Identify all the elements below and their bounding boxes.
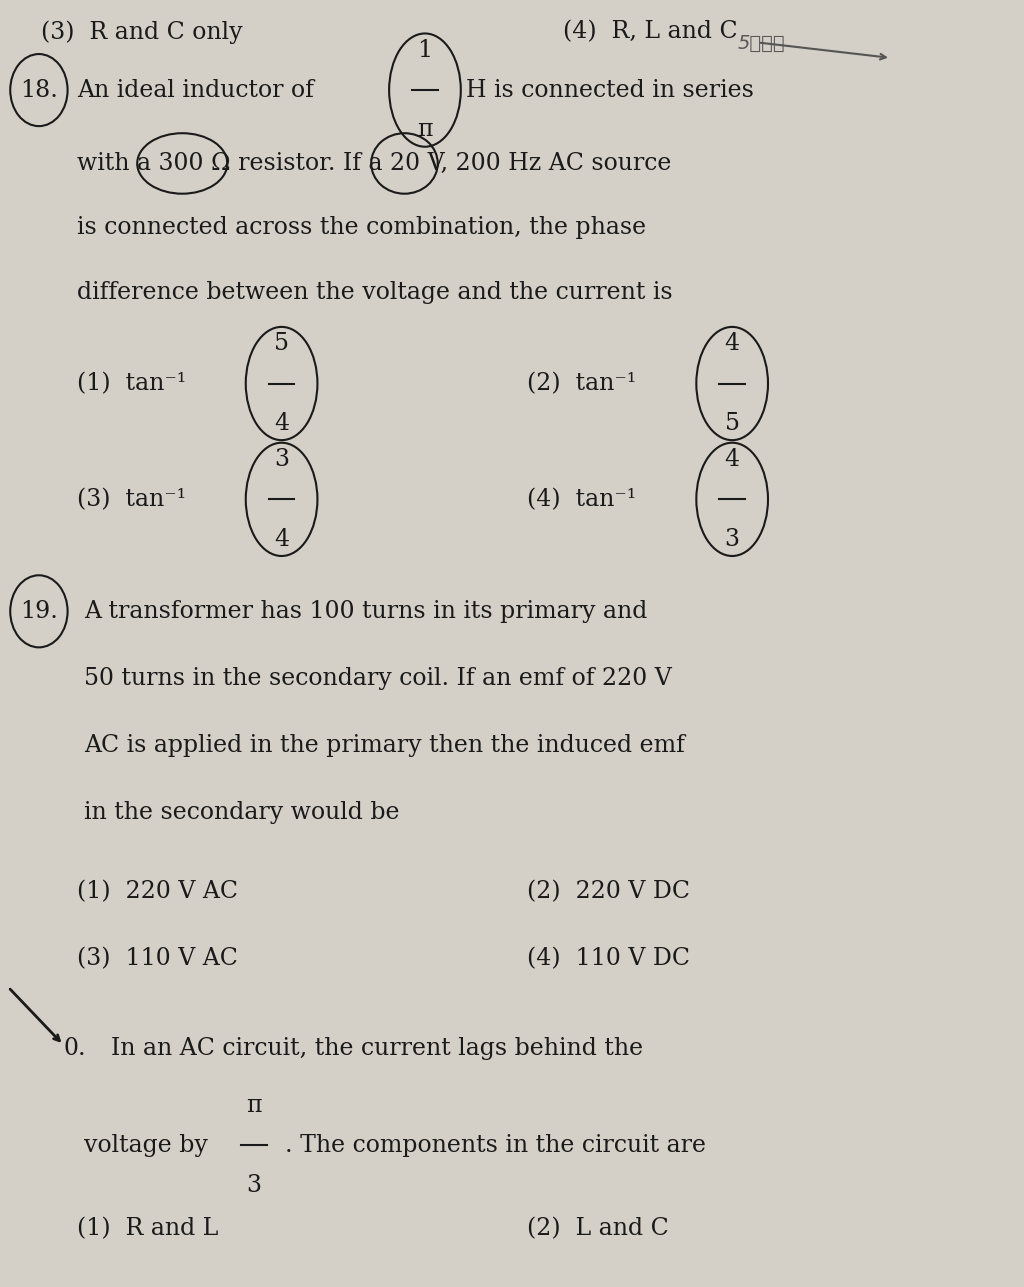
Text: 18.: 18. (20, 79, 57, 102)
Text: 19.: 19. (20, 600, 57, 623)
Text: 5: 5 (274, 332, 289, 355)
Text: (4)  110 V DC: (4) 110 V DC (527, 947, 690, 970)
Text: 4: 4 (725, 332, 739, 355)
Text: A transformer has 100 turns in its primary and: A transformer has 100 turns in its prima… (84, 600, 647, 623)
Text: (2)  tan⁻¹: (2) tan⁻¹ (527, 372, 637, 395)
Text: 4: 4 (274, 528, 289, 551)
Text: 3: 3 (247, 1174, 261, 1197)
Text: difference between the voltage and the current is: difference between the voltage and the c… (77, 281, 673, 304)
Text: (4)  tan⁻¹: (4) tan⁻¹ (527, 488, 637, 511)
Text: (2)  L and C: (2) L and C (527, 1218, 669, 1241)
Text: AC is applied in the primary then the induced emf: AC is applied in the primary then the in… (84, 734, 685, 757)
Text: in the secondary would be: in the secondary would be (84, 801, 399, 824)
Text: H is connected in series: H is connected in series (466, 79, 754, 102)
Text: (1)  220 V AC: (1) 220 V AC (77, 880, 238, 903)
Text: (4)  R, L and C: (4) R, L and C (563, 21, 738, 44)
Text: (1)  R and L: (1) R and L (77, 1218, 218, 1241)
Text: (2)  220 V DC: (2) 220 V DC (527, 880, 690, 903)
Text: (3)  tan⁻¹: (3) tan⁻¹ (77, 488, 186, 511)
Text: An ideal inductor of: An ideal inductor of (77, 79, 322, 102)
Text: (1)  tan⁻¹: (1) tan⁻¹ (77, 372, 186, 395)
Text: 5: 5 (725, 412, 739, 435)
Text: 3: 3 (274, 448, 289, 471)
Text: 0.: 0. (63, 1037, 86, 1060)
Text: π: π (417, 118, 433, 142)
Text: π: π (246, 1094, 262, 1117)
Text: 5सत्: 5सत् (737, 35, 785, 53)
Text: 3: 3 (725, 528, 739, 551)
Text: 4: 4 (274, 412, 289, 435)
Text: (3)  110 V AC: (3) 110 V AC (77, 947, 238, 970)
Text: 4: 4 (725, 448, 739, 471)
Text: 50 turns in the secondary coil. If an emf of 220 V: 50 turns in the secondary coil. If an em… (84, 667, 672, 690)
Text: voltage by: voltage by (84, 1134, 215, 1157)
Text: with a 300 Ω resistor. If a 20 V, 200 Hz AC source: with a 300 Ω resistor. If a 20 V, 200 Hz… (77, 152, 671, 175)
Text: . The components in the circuit are: . The components in the circuit are (285, 1134, 706, 1157)
Text: is connected across the combination, the phase: is connected across the combination, the… (77, 216, 646, 239)
Text: 1: 1 (418, 39, 432, 62)
Text: (3)  R and C only: (3) R and C only (41, 21, 243, 44)
Text: In an AC circuit, the current lags behind the: In an AC circuit, the current lags behin… (111, 1037, 643, 1060)
